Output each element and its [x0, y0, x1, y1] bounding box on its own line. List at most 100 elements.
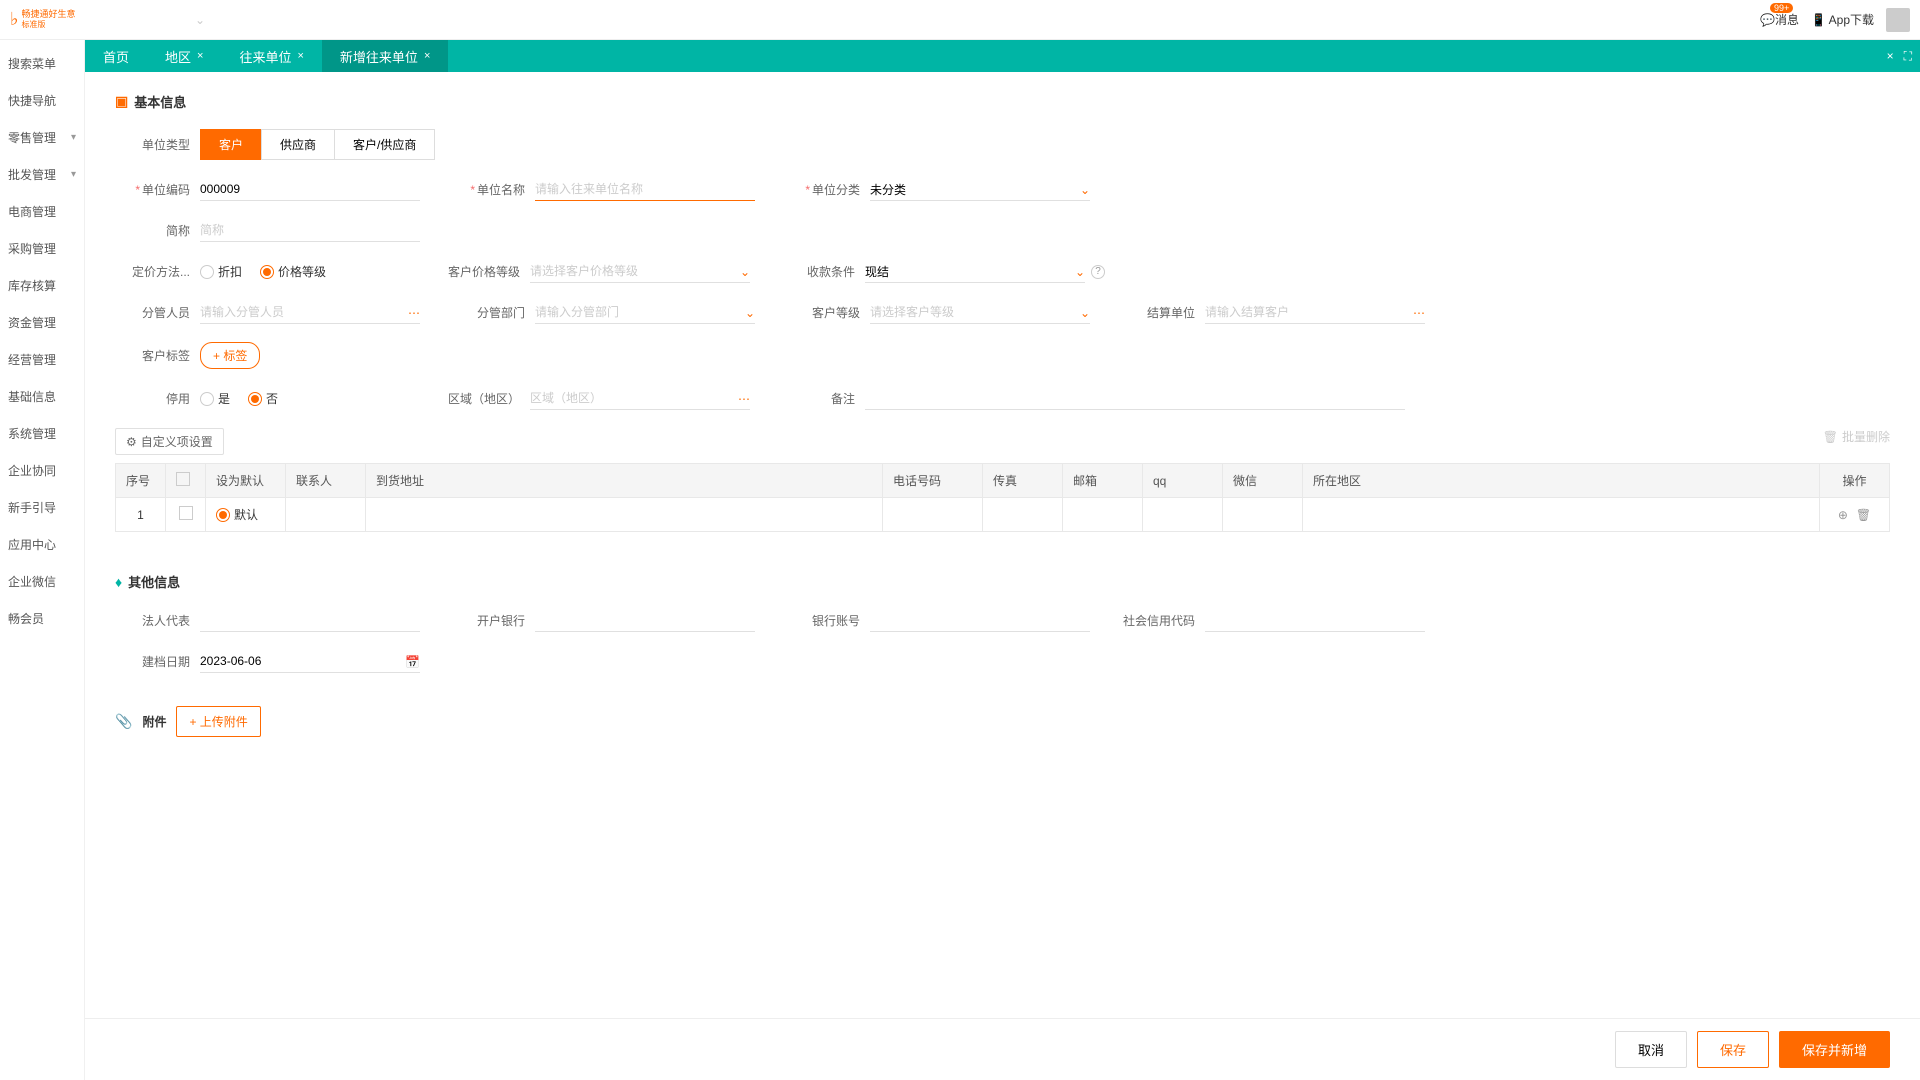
more-icon[interactable]: ⋯ [1413, 306, 1425, 320]
upload-attachment-button[interactable]: + 上传附件 [176, 706, 260, 737]
app-download-button[interactable]: 📱 App下载 [1811, 11, 1874, 28]
chevron-down-icon[interactable]: ⌄ [1080, 306, 1090, 320]
logo-subtitle: 标准版 [22, 19, 76, 30]
sidebar-item-operation[interactable]: 经营管理 [0, 341, 84, 378]
tab-region[interactable]: 地区 × [147, 40, 221, 72]
batch-delete-button[interactable]: 🗑 批量删除 [1823, 428, 1890, 445]
close-all-icon[interactable]: × [1887, 49, 1894, 63]
assigned-dept-input[interactable] [535, 301, 755, 324]
sidebar-item-member[interactable]: 畅会员 [0, 600, 84, 637]
contact-table: 序号 设为默认 联系人 到货地址 电话号码 传真 邮箱 qq 微信 所在地区 操… [115, 463, 1890, 532]
label-disabled: 停用 [115, 390, 200, 407]
settlement-unit-input[interactable] [1205, 301, 1425, 324]
col-contact: 联系人 [286, 464, 366, 498]
row-checkbox[interactable] [179, 506, 193, 520]
more-icon[interactable]: ⋯ [738, 392, 750, 406]
close-icon[interactable]: × [297, 50, 303, 62]
messages-button[interactable]: 💬 消息 99+ [1760, 11, 1799, 28]
label-unit-code: *单位编码 [115, 181, 200, 198]
customer-level-input[interactable] [870, 301, 1090, 324]
created-date-input[interactable] [200, 650, 420, 673]
table-row: 1 默认 [116, 498, 1890, 532]
more-icon[interactable]: ⋯ [408, 306, 420, 320]
bank-account-input[interactable] [870, 609, 1090, 632]
cancel-button[interactable]: 取消 [1615, 1031, 1687, 1068]
sidebar-item-retail[interactable]: 零售管理▾ [0, 119, 84, 156]
disabled-no[interactable]: 否 [248, 390, 278, 407]
main-content: ▣ 基本信息 单位类型 客户 供应商 客户/供应商 *单位编码 *单位名称 [85, 72, 1920, 1080]
chevron-down-icon[interactable]: ⌄ [745, 306, 755, 320]
tab-home[interactable]: 首页 [85, 40, 147, 72]
unit-type-supplier[interactable]: 供应商 [261, 129, 335, 160]
chevron-down-icon[interactable]: ⌄ [1075, 265, 1085, 279]
sidebar-item-enterprise[interactable]: 企业协同 [0, 452, 84, 489]
legal-rep-input[interactable] [200, 609, 420, 632]
col-default: 设为默认 [206, 464, 286, 498]
region-input[interactable] [530, 387, 750, 410]
add-tag-button[interactable]: + 标签 [200, 342, 260, 369]
cell-email[interactable] [1063, 498, 1143, 532]
col-actions: 操作 [1820, 464, 1890, 498]
unit-code-input[interactable] [200, 178, 420, 201]
disabled-yes[interactable]: 是 [200, 390, 230, 407]
cell-qq[interactable] [1143, 498, 1223, 532]
unit-type-both[interactable]: 客户/供应商 [334, 129, 435, 160]
sidebar-item-ecommerce[interactable]: 电商管理 [0, 193, 84, 230]
tab-new-unit[interactable]: 新增往来单位 × [322, 40, 448, 72]
fullscreen-icon[interactable]: ⛶ [1904, 49, 1912, 64]
sidebar-item-wholesale[interactable]: 批发管理▾ [0, 156, 84, 193]
unit-type-customer[interactable]: 客户 [200, 129, 262, 160]
tab-units[interactable]: 往来单位 × [221, 40, 321, 72]
save-button[interactable]: 保存 [1697, 1031, 1769, 1068]
save-and-new-button[interactable]: 保存并新增 [1779, 1031, 1890, 1068]
col-fax: 传真 [983, 464, 1063, 498]
cell-address[interactable] [366, 498, 883, 532]
label-payment-terms: 收款条件 [780, 263, 865, 280]
label-legal-rep: 法人代表 [115, 612, 200, 629]
sidebar-item-inventory[interactable]: 库存核算 [0, 267, 84, 304]
company-selector[interactable]: ⌄ [115, 13, 205, 27]
payment-terms-input[interactable] [865, 260, 1085, 283]
credit-code-input[interactable] [1205, 609, 1425, 632]
custom-fields-button[interactable]: ⚙ 自定义项设置 [115, 428, 224, 455]
sidebar-item-search[interactable]: 搜索菜单 [0, 45, 84, 82]
sidebar-item-finance[interactable]: 资金管理 [0, 304, 84, 341]
price-level-input[interactable] [530, 260, 750, 283]
radio-icon [260, 265, 274, 279]
sidebar-item-system[interactable]: 系统管理 [0, 415, 84, 452]
unit-name-input[interactable] [535, 178, 755, 201]
short-name-input[interactable] [200, 219, 420, 242]
cell-default: 默认 [206, 498, 286, 532]
cell-fax[interactable] [983, 498, 1063, 532]
sidebar-item-guide[interactable]: 新手引导 [0, 489, 84, 526]
pricing-pricelevel[interactable]: 价格等级 [260, 263, 326, 280]
delete-row-icon[interactable]: 🗑 [1856, 508, 1871, 522]
pricing-discount[interactable]: 折扣 [200, 263, 242, 280]
close-icon[interactable]: × [424, 50, 430, 62]
remarks-input[interactable] [865, 387, 1405, 410]
cell-region[interactable] [1303, 498, 1820, 532]
logo-text: 畅捷通好生意 [22, 10, 76, 19]
sidebar-item-appcenter[interactable]: 应用中心 [0, 526, 84, 563]
cell-contact[interactable] [286, 498, 366, 532]
calendar-icon[interactable]: 📅 [405, 655, 420, 669]
sidebar-item-purchase[interactable]: 采购管理 [0, 230, 84, 267]
bank-input[interactable] [535, 609, 755, 632]
label-customer-level: 客户等级 [785, 304, 870, 321]
default-radio[interactable]: 默认 [216, 506, 275, 523]
cell-phone[interactable] [883, 498, 983, 532]
sidebar-item-basicinfo[interactable]: 基础信息 [0, 378, 84, 415]
add-row-icon[interactable]: ⊕ [1838, 508, 1848, 522]
checkbox-all[interactable] [176, 472, 190, 486]
chevron-down-icon[interactable]: ⌄ [740, 265, 750, 279]
help-icon[interactable]: ? [1091, 265, 1105, 279]
logo-icon: ♭ [10, 9, 19, 30]
assigned-person-input[interactable] [200, 301, 420, 324]
user-avatar[interactable] [1886, 8, 1910, 32]
chevron-down-icon[interactable]: ⌄ [1080, 183, 1090, 197]
close-icon[interactable]: × [197, 50, 203, 62]
sidebar-item-shortcuts[interactable]: 快捷导航 [0, 82, 84, 119]
sidebar-item-wecom[interactable]: 企业微信 [0, 563, 84, 600]
unit-category-input[interactable] [870, 178, 1090, 201]
cell-wechat[interactable] [1223, 498, 1303, 532]
